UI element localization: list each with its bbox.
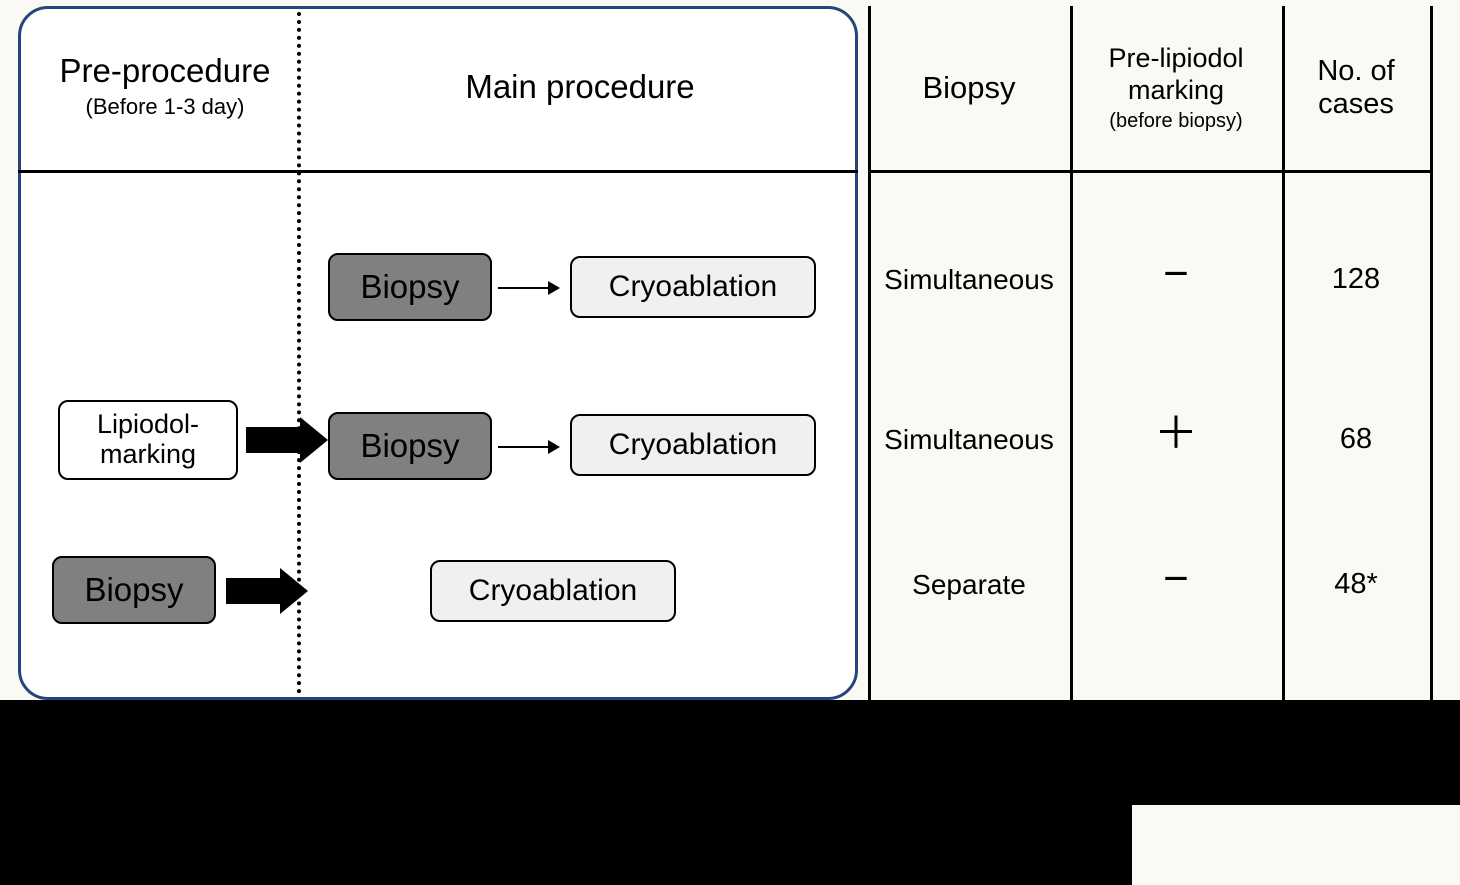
row3-biopsy-box: Biopsy	[52, 556, 216, 624]
row3-thick-arrow	[226, 578, 280, 604]
header-main-procedure: Main procedure	[380, 68, 780, 106]
th-prelipiodol: Pre-lipiodol marking (before biopsy)	[1070, 6, 1282, 170]
row2-thick-arrow	[246, 427, 300, 453]
row2-lipiodol-label2: marking	[100, 440, 196, 470]
th-prelipiodol-l2: marking	[1128, 75, 1224, 106]
r1-biopsy: Simultaneous	[868, 250, 1070, 310]
row1-cryo-label: Cryoablation	[609, 270, 777, 304]
panel-header-rule	[18, 170, 858, 173]
r1-mark: −	[1070, 244, 1282, 304]
table-header-rule	[868, 170, 1430, 173]
row2-cryo-box: Cryoablation	[570, 414, 816, 476]
row3-biopsy-label: Biopsy	[84, 571, 183, 609]
row2-thin-arrow	[498, 446, 558, 448]
table-vline-3	[1430, 6, 1433, 700]
r1-cases: 128	[1282, 250, 1430, 310]
row1-cryo-box: Cryoablation	[570, 256, 816, 318]
row2-biopsy-label: Biopsy	[360, 427, 459, 465]
row1-biopsy-label: Biopsy	[360, 268, 459, 306]
row2-biopsy-box: Biopsy	[328, 412, 492, 480]
r2-mark: ＋	[1070, 404, 1282, 464]
black-bar-2	[0, 805, 1132, 885]
row2-cryo-label: Cryoablation	[609, 428, 777, 462]
header-pre-title: Pre-procedure	[40, 52, 290, 90]
r3-mark: −	[1070, 549, 1282, 609]
row1-thin-arrow	[498, 287, 558, 289]
row3-cryo-box: Cryoablation	[430, 560, 676, 622]
row1-biopsy-box: Biopsy	[328, 253, 492, 321]
r3-biopsy: Separate	[868, 555, 1070, 615]
r2-cases: 68	[1282, 410, 1430, 470]
black-bar-1	[0, 700, 1460, 805]
header-pre-sub: (Before 1-3 day)	[40, 94, 290, 120]
header-pre-procedure: Pre-procedure (Before 1-3 day)	[40, 52, 290, 120]
r2-biopsy: Simultaneous	[868, 410, 1070, 470]
row2-lipiodol-box: Lipiodol- marking	[58, 400, 238, 480]
th-cases: No. of cases	[1282, 6, 1430, 170]
th-prelipiodol-sub: (before biopsy)	[1109, 110, 1242, 133]
r3-cases: 48*	[1282, 555, 1430, 615]
figure-canvas: { "layout": { "canvas": { "w": 1460, "h"…	[0, 0, 1460, 885]
row3-cryo-label: Cryoablation	[469, 574, 637, 608]
th-prelipiodol-l1: Pre-lipiodol	[1108, 43, 1243, 74]
th-biopsy: Biopsy	[868, 6, 1070, 170]
th-cases-l2: cases	[1318, 88, 1394, 121]
row2-lipiodol-label1: Lipiodol-	[97, 410, 199, 440]
th-cases-l1: No. of	[1317, 55, 1394, 88]
